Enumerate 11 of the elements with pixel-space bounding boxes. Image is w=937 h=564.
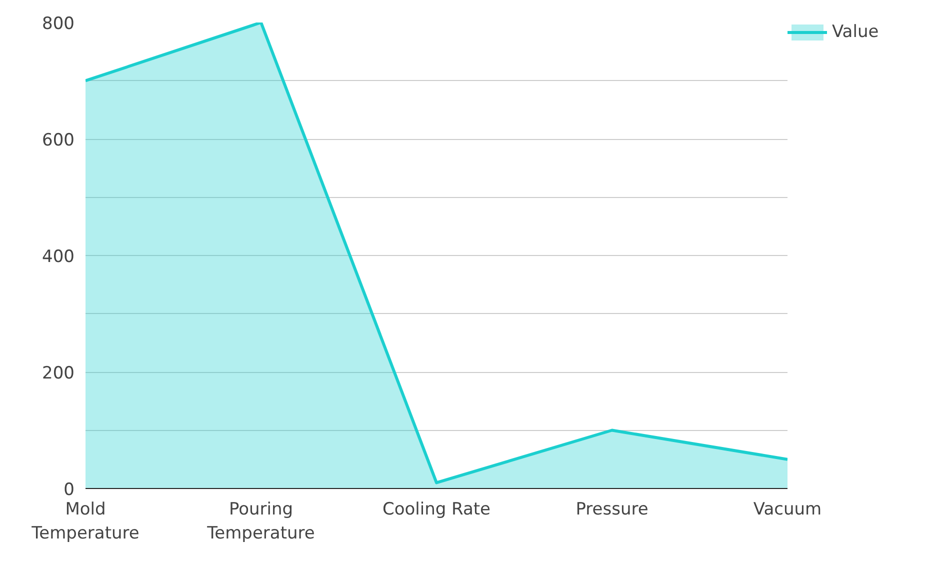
x-tick-label: Vacuum [753, 500, 822, 520]
y-tick-label: 600 [42, 130, 75, 150]
legend-label: Value [832, 22, 879, 42]
y-tick-label: 0 [64, 480, 75, 500]
x-tick-label: Pouring Temperature [206, 500, 315, 544]
y-tick-label: 800 [42, 14, 75, 34]
y-tick-label: 200 [42, 364, 75, 384]
y-tick-label: 400 [42, 247, 75, 267]
x-tick-label: Mold Temperature [30, 500, 140, 544]
x-tick-label: Pressure [576, 500, 648, 520]
x-tick-label: Cooling Rate [382, 500, 491, 520]
